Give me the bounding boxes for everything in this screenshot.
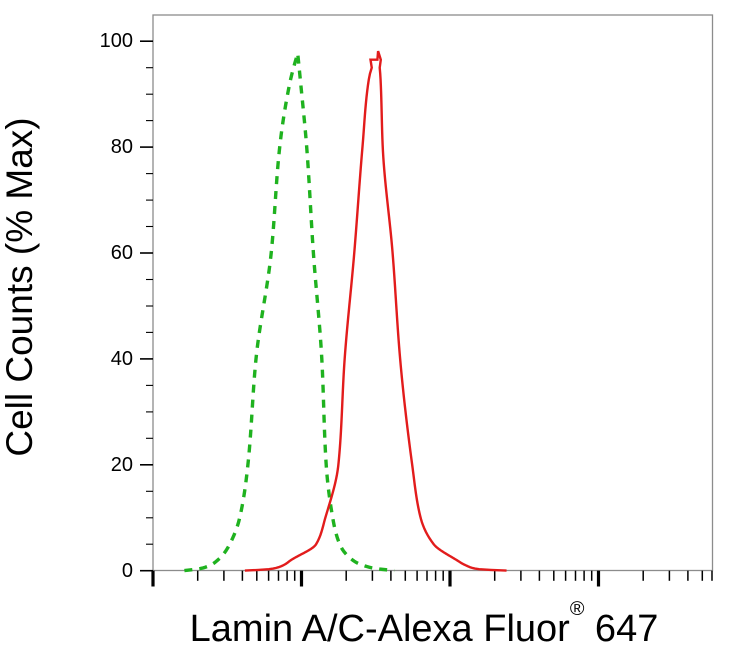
svg-text:20: 20 <box>111 454 133 476</box>
svg-text:60: 60 <box>111 242 133 264</box>
svg-text:80: 80 <box>111 136 133 158</box>
svg-text:100: 100 <box>100 30 133 52</box>
svg-text:40: 40 <box>111 348 133 370</box>
svg-text:0: 0 <box>122 560 133 582</box>
